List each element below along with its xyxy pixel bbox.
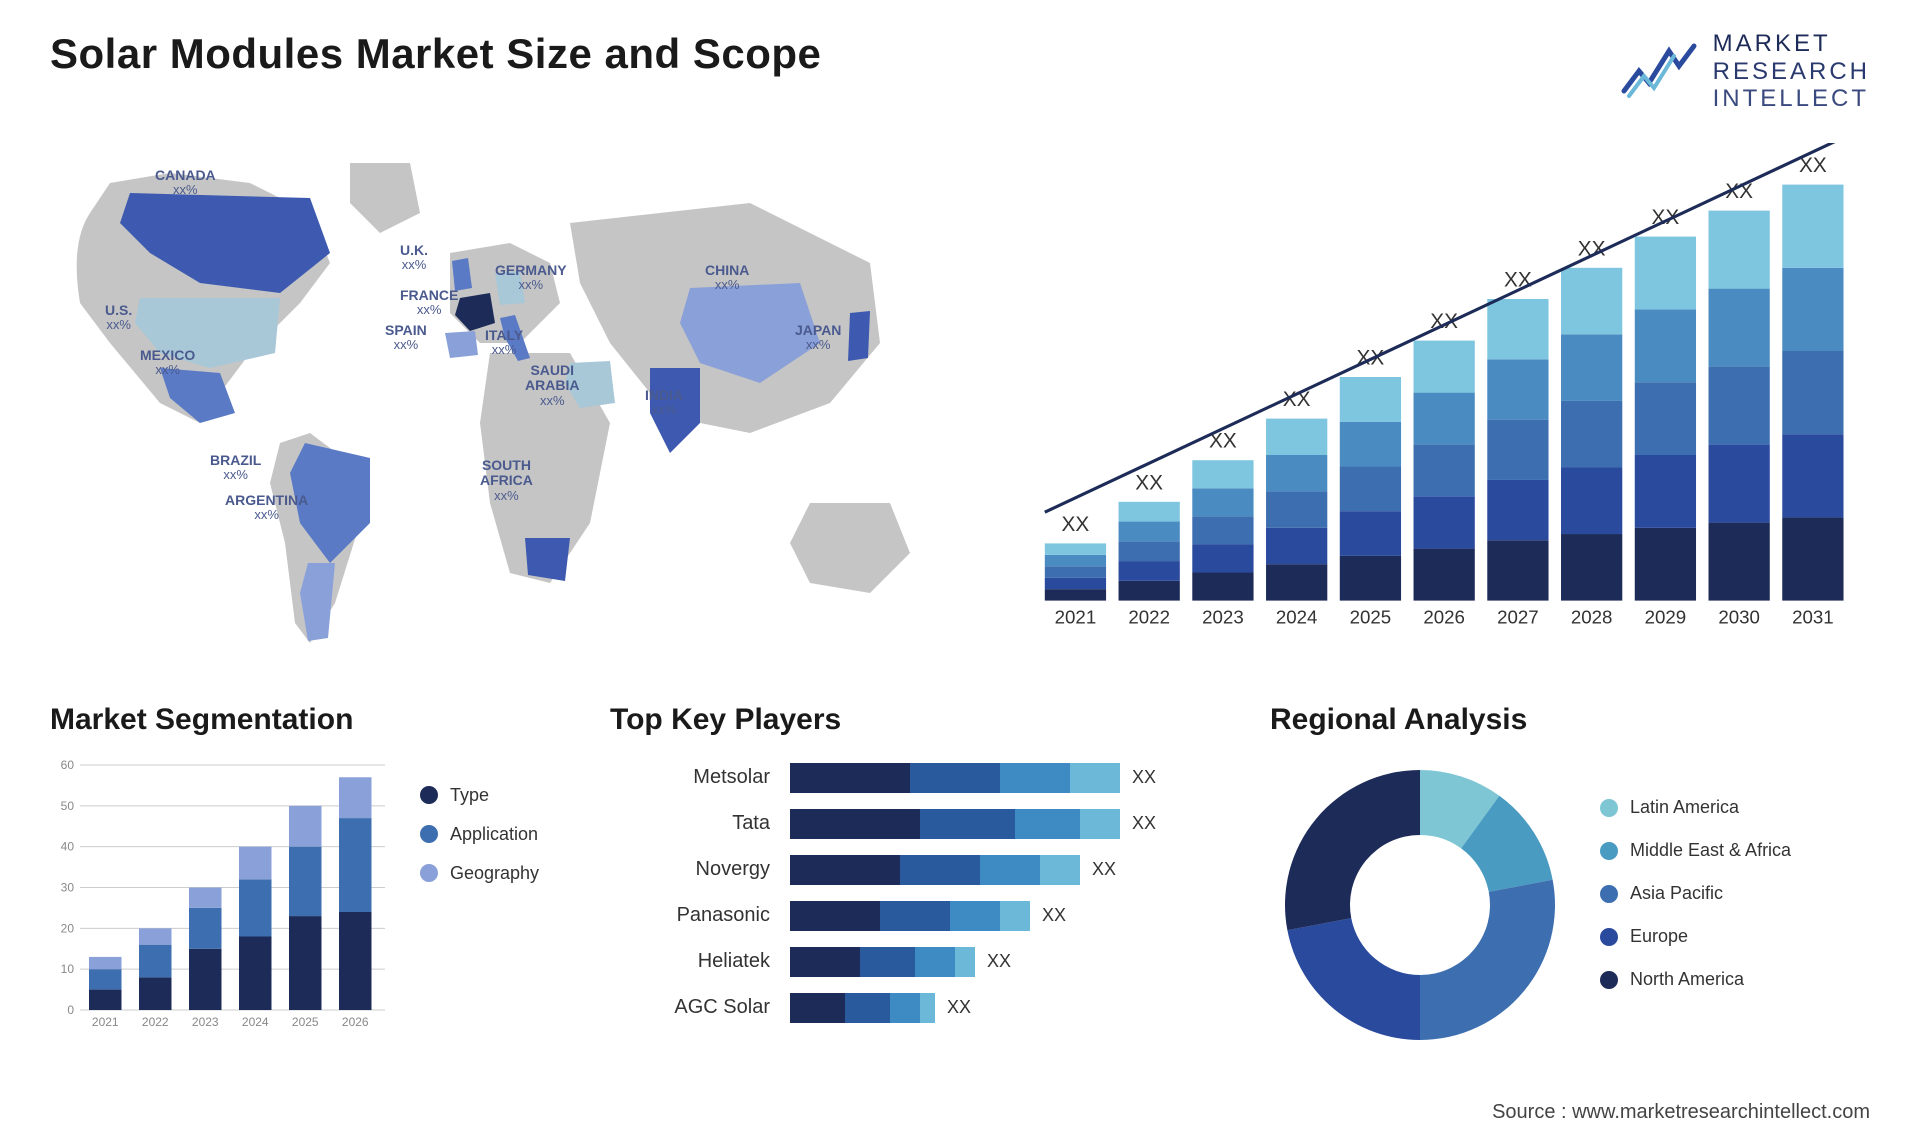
map-label: ARGENTINAxx%	[225, 493, 308, 523]
player-name: AGC Solar	[610, 985, 770, 1031]
map-label: SPAINxx%	[385, 323, 427, 353]
svg-text:20: 20	[61, 921, 75, 935]
player-name: Novergy	[610, 847, 770, 893]
region-panel: Regional Analysis Latin America Middle Ea…	[1270, 703, 1870, 1055]
svg-text:10: 10	[61, 962, 75, 976]
svg-text:2024: 2024	[1276, 606, 1318, 627]
map-label: CHINAxx%	[705, 263, 749, 293]
svg-text:2030: 2030	[1718, 606, 1760, 627]
player-name: Tata	[610, 801, 770, 847]
svg-text:XX: XX	[1504, 268, 1532, 291]
svg-text:XX: XX	[1062, 513, 1090, 536]
region-title: Regional Analysis	[1270, 703, 1870, 737]
player-bar-row: XX	[790, 985, 1230, 1031]
svg-text:2023: 2023	[192, 1015, 219, 1029]
legend-item: North America	[1600, 969, 1870, 990]
svg-text:2023: 2023	[1202, 606, 1244, 627]
svg-text:2026: 2026	[342, 1015, 369, 1029]
map-label: SOUTHAFRICAxx%	[480, 458, 533, 503]
player-bar-row: XX	[790, 801, 1230, 847]
player-name: Metsolar	[610, 755, 770, 801]
header: Solar Modules Market Size and Scope MARK…	[50, 30, 1870, 113]
logo-mark	[1619, 41, 1699, 101]
svg-text:2025: 2025	[1350, 606, 1392, 627]
svg-text:40: 40	[61, 839, 75, 853]
player-bar-row: XX	[790, 847, 1230, 893]
segmentation-chart: 0 10 20 30 40 50 60 2021 2022 2023 2024 2025 2026	[50, 755, 390, 1055]
map-label: ITALYxx%	[485, 328, 523, 358]
segmentation-legend: Type Application Geography	[420, 755, 570, 902]
player-bar-row: XX	[790, 939, 1230, 985]
svg-text:2028: 2028	[1571, 606, 1613, 627]
donut-chart	[1270, 755, 1570, 1055]
map-label: U.S.xx%	[105, 303, 132, 333]
legend-item: Application	[420, 824, 570, 845]
svg-text:2029: 2029	[1645, 606, 1687, 627]
map-label: BRAZILxx%	[210, 453, 261, 483]
svg-text:2024: 2024	[242, 1015, 269, 1029]
svg-text:2027: 2027	[1497, 606, 1539, 627]
svg-text:2022: 2022	[142, 1015, 169, 1029]
svg-text:0: 0	[67, 1003, 74, 1017]
svg-text:2021: 2021	[92, 1015, 119, 1029]
logo: MARKET RESEARCH INTELLECT	[1619, 30, 1870, 113]
legend-item: Europe	[1600, 926, 1870, 947]
map-label: FRANCExx%	[400, 288, 458, 318]
map-label: GERMANYxx%	[495, 263, 567, 293]
player-name: Heliatek	[610, 939, 770, 985]
players-names: MetsolarTataNovergyPanasonicHeliatekAGC …	[610, 755, 770, 1031]
svg-text:2025: 2025	[292, 1015, 319, 1029]
world-map: CANADAxx% U.S.xx% MEXICOxx% BRAZILxx% ARGENT…	[50, 143, 970, 663]
svg-text:2031: 2031	[1792, 606, 1834, 627]
legend-item: Latin America	[1600, 797, 1870, 818]
players-panel: Top Key Players MetsolarTataNovergyPanas…	[610, 703, 1230, 1055]
page-title: Solar Modules Market Size and Scope	[50, 30, 821, 78]
logo-text: MARKET RESEARCH INTELLECT	[1713, 30, 1870, 113]
svg-text:2026: 2026	[1423, 606, 1465, 627]
legend-item: Type	[420, 785, 570, 806]
player-name: Panasonic	[610, 893, 770, 939]
map-label: JAPANxx%	[795, 323, 841, 353]
segmentation-panel: Market Segmentation 0 10 20 30 40 50 60 2021 202…	[50, 703, 570, 1055]
player-bar-row: XX	[790, 893, 1230, 939]
map-label: CANADAxx%	[155, 168, 216, 198]
svg-text:2022: 2022	[1128, 606, 1170, 627]
legend-item: Middle East & Africa	[1600, 840, 1870, 861]
svg-text:2021: 2021	[1055, 606, 1097, 627]
svg-text:60: 60	[61, 758, 75, 772]
legend-item: Geography	[420, 863, 570, 884]
source-text: Source : www.marketresearchintellect.com	[1492, 1101, 1870, 1124]
svg-text:30: 30	[61, 880, 75, 894]
trend-chart: 2021XX2022XX2023XX2024XX2025XX2026XX2027…	[1010, 143, 1870, 663]
players-bars: XXXXXXXXXXXX	[790, 755, 1230, 1031]
players-title: Top Key Players	[610, 703, 1230, 737]
map-label: U.K.xx%	[400, 243, 428, 273]
top-row: CANADAxx% U.S.xx% MEXICOxx% BRAZILxx% ARGENT…	[50, 143, 1870, 663]
svg-text:XX: XX	[1135, 471, 1163, 494]
bottom-row: Market Segmentation 0 10 20 30 40 50 60 2021 202…	[50, 703, 1870, 1055]
donut-box	[1270, 755, 1570, 1055]
trend-svg: 2021XX2022XX2023XX2024XX2025XX2026XX2027…	[1010, 143, 1870, 663]
svg-text:50: 50	[61, 799, 75, 813]
segmentation-title: Market Segmentation	[50, 703, 570, 737]
map-label: SAUDIARABIAxx%	[525, 363, 579, 408]
map-label: MEXICOxx%	[140, 348, 195, 378]
map-label: INDIAxx%	[645, 388, 683, 418]
legend-item: Asia Pacific	[1600, 883, 1870, 904]
region-legend: Latin America Middle East & Africa Asia Pa…	[1600, 797, 1870, 1012]
map-svg	[50, 143, 970, 663]
player-bar-row: XX	[790, 755, 1230, 801]
